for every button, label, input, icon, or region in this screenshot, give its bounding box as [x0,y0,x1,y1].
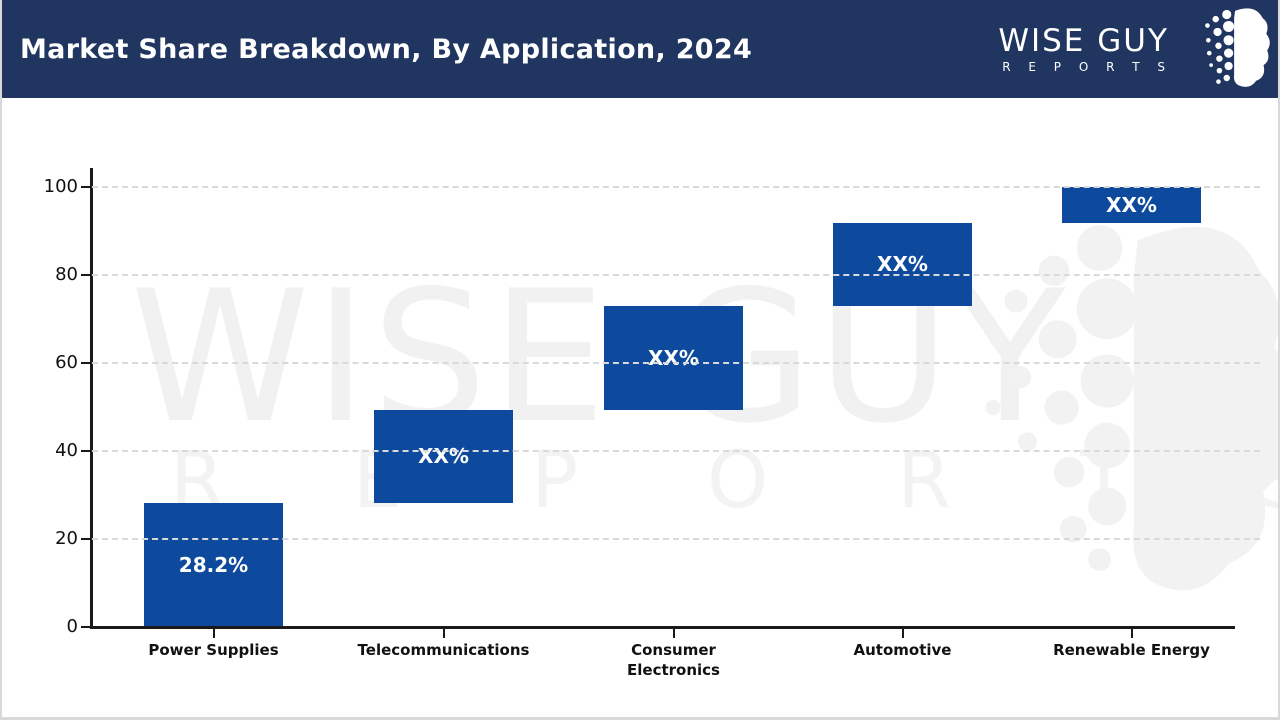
x-tick-label: Telecommunications [357,641,530,659]
bar: 28.2% [144,502,283,627]
x-tick-label: Power Supplies [148,641,279,659]
y-tick-mark [81,274,90,276]
y-tick-mark [81,362,90,364]
x-tick-label: Automotive [853,641,952,659]
wise-guy-logo: WISE GUY R E P O R T S [995,5,1278,93]
x-tick-label: Renewable Energy [1053,641,1210,659]
grid-line [92,450,1260,452]
bar-value-label: 28.2% [178,552,249,577]
bar-value-label: XX% [1106,193,1157,218]
bar: XX% [604,305,743,411]
bar-value-label: XX% [648,345,699,370]
y-tick-label: 0 [66,616,78,637]
x-tick-mark [672,629,675,638]
grid-line [92,274,1260,276]
bar-value-label: XX% [418,444,469,469]
logo-brand-subtitle: R E P O R T S [1002,59,1172,74]
header-band: Market Share Breakdown, By Application, … [2,0,1278,98]
bar: XX% [374,410,513,503]
bar-value-label: XX% [877,252,928,277]
bar: XX% [1062,187,1201,224]
x-axis [90,626,1235,629]
wise-guy-face-icon [1205,8,1270,87]
y-axis [90,168,93,629]
y-tick-label: 20 [55,528,78,549]
x-tick-mark [1130,629,1133,638]
y-tick-label: 40 [55,440,78,461]
x-tick-label: Consumer Electronics [627,641,720,679]
grid-line [92,538,1260,540]
y-tick-mark [81,538,90,540]
bar: XX% [833,223,972,306]
y-tick-label: 80 [55,264,78,285]
grid-line [92,186,1260,188]
x-tick-mark [901,629,904,638]
logo-brand-name: WISE GUY [998,22,1169,59]
y-tick-label: 100 [43,176,78,197]
y-tick-mark [81,626,90,628]
y-tick-mark [81,186,90,188]
wise-guy-logo-text: WISE GUY R E P O R T S [995,25,1172,74]
x-tick-mark [212,629,215,638]
y-tick-mark [81,450,90,452]
y-tick-label: 60 [55,352,78,373]
chart-title: Market Share Breakdown, By Application, … [20,33,753,65]
watermark-face-icon [985,225,1278,591]
x-tick-mark [442,629,445,638]
grid-line [92,362,1260,364]
